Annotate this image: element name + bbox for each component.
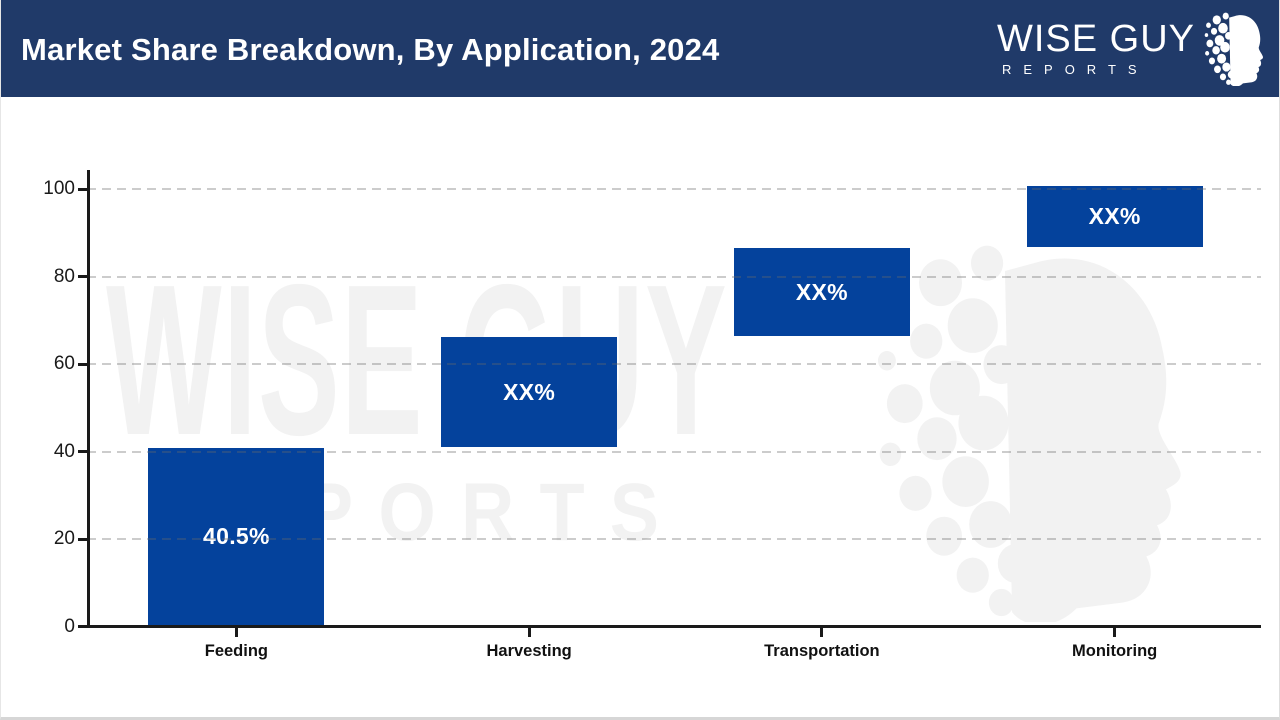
x-category-label: Monitoring: [1072, 642, 1158, 660]
gridline: [87, 275, 1261, 278]
brand-subname: REPORTS: [1001, 61, 1149, 77]
y-tick-label: 100: [43, 178, 75, 199]
bar-value-label: XX%: [795, 278, 848, 305]
y-tick-mark: [78, 275, 87, 278]
y-tick-label: 20: [53, 528, 75, 549]
y-tick-mark: [78, 625, 87, 628]
brand-logo: WISE GUY REPORTS: [997, 10, 1265, 86]
bar-harvesting: XX%: [441, 337, 618, 447]
brand-head-icon: [1204, 12, 1263, 86]
y-tick-mark: [78, 450, 87, 453]
gridline: [87, 538, 1261, 540]
x-tick-mark: [234, 628, 238, 637]
brand-name: WISE GUY: [996, 17, 1195, 60]
y-axis-spine: [87, 170, 90, 628]
bar-monitoring: XX%: [1026, 185, 1203, 247]
y-tick-label: 80: [53, 265, 75, 287]
y-tick-mark: [78, 362, 87, 366]
page-title: Market Share Breakdown, By Application, …: [21, 32, 720, 67]
x-category-label: Harvesting: [486, 642, 572, 660]
y-tick-label: 60: [53, 353, 75, 374]
bar-value-label: XX%: [1088, 202, 1141, 229]
x-tick-mark: [527, 628, 531, 637]
x-category-label: Feeding: [204, 642, 268, 660]
bar-transportation: XX%: [733, 247, 910, 337]
bar-value-label: 40.5%: [203, 522, 270, 549]
y-tick-label: 40: [53, 440, 75, 462]
x-tick-mark: [1113, 628, 1117, 637]
header: Market Share Breakdown, By Application, …: [1, 0, 1279, 97]
bar-value-label: XX%: [503, 378, 556, 405]
gridline: [87, 450, 1261, 453]
y-tick-label: 0: [64, 615, 75, 637]
bar-feeding: 40.5%: [148, 447, 325, 625]
gridline: [87, 188, 1261, 190]
gridline: [87, 363, 1261, 365]
x-axis-spine: [87, 625, 1261, 628]
plot-container: 0 20 40 60 80 100 40.5% Feeding XX% Harvesting XX%…: [1, 97, 1279, 717]
y-tick-mark: [78, 537, 87, 541]
watermark-head-icon: [877, 245, 1181, 622]
x-category-label: Transportation: [764, 642, 880, 660]
x-tick-mark: [820, 628, 824, 637]
y-tick-mark: [78, 187, 87, 191]
brand-text: WISE GUY REPORTS: [997, 20, 1195, 77]
